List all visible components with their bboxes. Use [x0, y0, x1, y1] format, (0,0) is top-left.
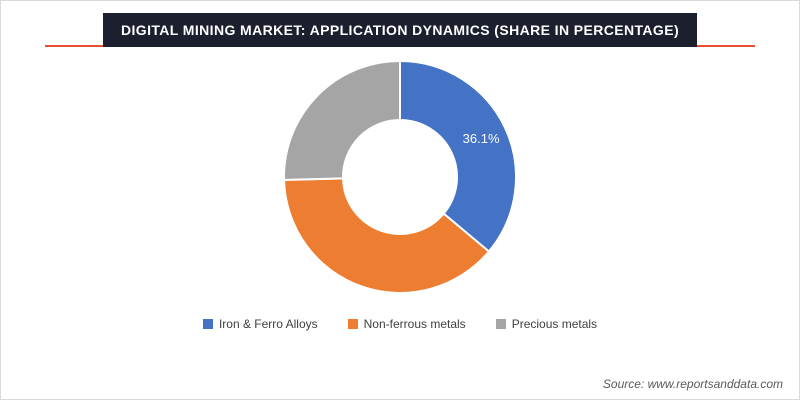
legend-swatch-blue — [202, 319, 213, 329]
donut-slice-0 — [399, 59, 517, 253]
legend-item-non-ferrous-metals: Non-ferrous metals — [347, 317, 466, 331]
donut-slice-1 — [283, 177, 491, 294]
legend-item-iron-ferro-alloys: Iron & Ferro Alloys — [202, 317, 318, 331]
source-credit: Source: www.reportsanddata.com — [602, 377, 783, 391]
title-bar: DIGITAL MINING MARKET: APPLICATION DYNAM… — [1, 1, 799, 47]
legend-label: Precious metals — [511, 317, 598, 331]
legend-label: Iron & Ferro Alloys — [218, 317, 318, 331]
legend-item-precious-metals: Precious metals — [495, 317, 598, 331]
chart-title: DIGITAL MINING MARKET: APPLICATION DYNAM… — [103, 13, 697, 47]
donut-slice-2 — [283, 59, 401, 181]
legend-label: Non-ferrous metals — [363, 317, 466, 331]
legend-swatch-gray — [495, 319, 506, 329]
legend-swatch-orange — [347, 319, 358, 329]
legend: Iron & Ferro Alloys Non-ferrous metals P… — [1, 317, 799, 331]
donut-chart: 36.1% — [283, 59, 517, 294]
slice-data-label: 36.1% — [463, 131, 500, 146]
chart-area: 36.1% — [1, 49, 799, 305]
